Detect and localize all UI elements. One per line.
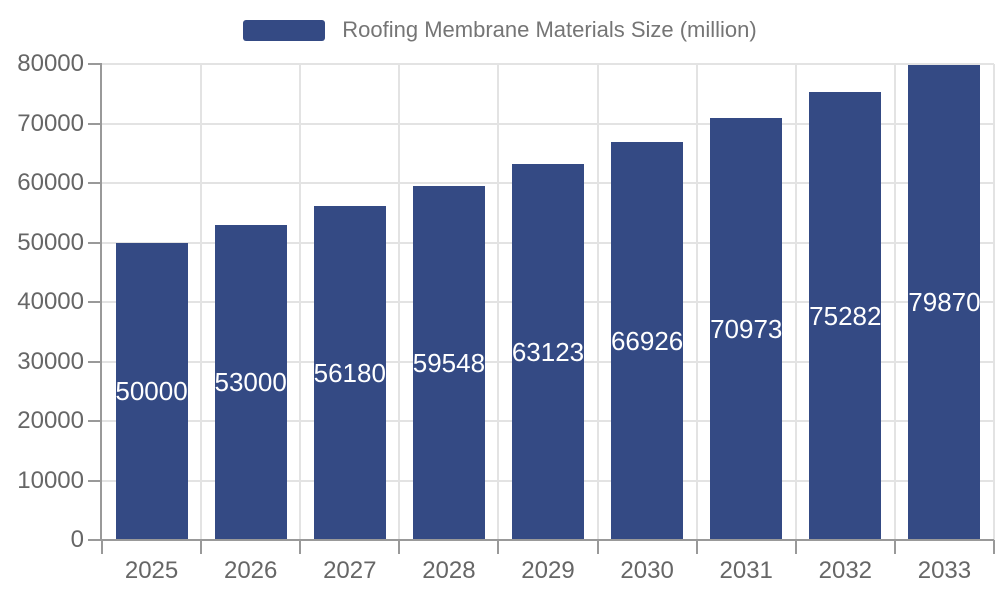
x-tick-label: 2026	[223, 557, 278, 584]
gridline-vertical	[299, 64, 302, 540]
bar-2030[interactable]: 66926	[610, 141, 684, 540]
y-tick	[88, 241, 102, 244]
bar-2031[interactable]: 70973	[710, 117, 783, 540]
y-tick-label: 70000	[17, 109, 84, 137]
x-tick-label: 2032	[818, 557, 873, 584]
x-tick-label: 2031	[719, 557, 773, 584]
y-tick	[88, 479, 102, 482]
bar-2026[interactable]: 53000	[214, 224, 287, 540]
bar-value-label: 59548	[412, 347, 486, 378]
gridline-vertical	[596, 64, 599, 540]
y-tick-label: 40000	[17, 288, 84, 315]
bar-value-label: 63123	[511, 337, 585, 368]
bar-value-label: 79870	[908, 287, 981, 318]
y-tick	[88, 301, 102, 303]
bar-value-label: 66926	[610, 325, 684, 356]
y-tick	[88, 360, 102, 363]
legend-swatch-icon	[243, 19, 326, 41]
y-axis-line	[100, 64, 102, 541]
x-tick	[398, 540, 401, 554]
y-tick	[88, 420, 102, 422]
x-tick-label: 2025	[124, 557, 179, 584]
y-tick-label: 30000	[17, 347, 84, 375]
x-tick-label: 2033	[917, 557, 972, 584]
bar-2027[interactable]: 56180	[313, 205, 386, 540]
x-tick	[794, 540, 797, 554]
gridline-vertical	[497, 64, 500, 540]
bar-value-label: 56180	[313, 357, 386, 388]
gridline-vertical	[398, 64, 401, 540]
bar-2029[interactable]: 63123	[512, 164, 584, 540]
x-tick-label: 2028	[422, 557, 476, 584]
gridline-vertical	[695, 64, 698, 540]
x-tick	[200, 540, 203, 554]
bar-value-label: 70973	[710, 313, 783, 344]
y-tick-label: 80000	[17, 50, 84, 77]
x-tick	[893, 540, 896, 554]
y-tick	[88, 122, 102, 125]
gridline-vertical	[893, 64, 896, 540]
x-tick	[101, 540, 103, 554]
y-tick-label: 10000	[17, 466, 84, 494]
y-tick-label: 50000	[17, 228, 84, 256]
x-tick	[299, 540, 302, 554]
bar-2025[interactable]: 50000	[115, 242, 188, 540]
gridline-vertical	[993, 64, 995, 540]
legend-label: Roofing Membrane Materials Size (million…	[342, 17, 757, 42]
bar-2028[interactable]: 59548	[412, 185, 486, 540]
y-tick	[88, 539, 102, 541]
x-axis-line	[100, 539, 994, 541]
y-tick-label: 60000	[17, 169, 84, 196]
gridline-vertical	[200, 64, 203, 540]
bar-value-label: 75282	[809, 301, 882, 332]
gridline-vertical	[794, 64, 797, 540]
legend[interactable]: Roofing Membrane Materials Size (million…	[0, 13, 1000, 47]
y-tick-label: 0	[70, 526, 84, 553]
bar-value-label: 53000	[214, 367, 287, 398]
bar-value-label: 50000	[115, 376, 188, 407]
x-tick-label: 2030	[620, 557, 674, 584]
x-tick	[596, 540, 599, 554]
y-tick	[88, 63, 102, 65]
x-tick	[497, 540, 500, 554]
x-tick-label: 2027	[323, 557, 377, 584]
bar-2032[interactable]: 75282	[809, 92, 881, 540]
x-tick	[993, 540, 995, 554]
bar-2033[interactable]: 79870	[908, 64, 981, 540]
x-tick	[695, 540, 698, 554]
x-tick-label: 2029	[521, 557, 575, 584]
y-tick	[88, 182, 102, 184]
gridline-horizontal	[102, 63, 994, 65]
y-tick-label: 20000	[17, 407, 84, 434]
gridline-horizontal	[102, 122, 994, 125]
plot-area: 50000 53000 56180 59548 63123 66926 70973 75282…	[102, 63, 995, 540]
